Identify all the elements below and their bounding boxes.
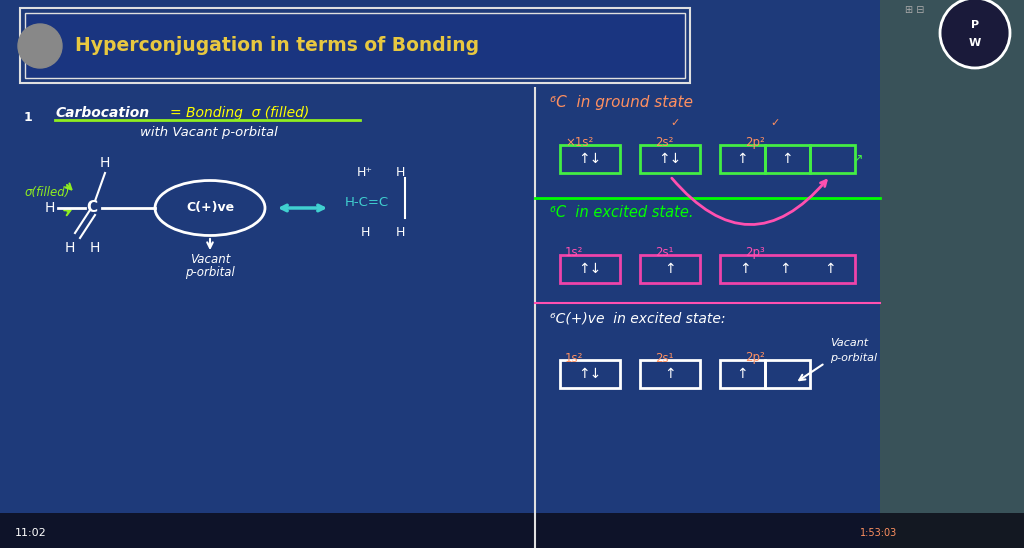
Text: ↑↓: ↑↓: [579, 367, 602, 381]
Text: with Vacant p-orbital: with Vacant p-orbital: [140, 127, 278, 140]
Text: ↑: ↑: [736, 367, 748, 381]
Bar: [640, 145, 700, 173]
Text: Carbocation: Carbocation: [55, 106, 150, 120]
Text: H: H: [45, 201, 55, 215]
Text: ✓: ✓: [770, 118, 779, 128]
Text: Hyperconjugation in terms of Bonding: Hyperconjugation in terms of Bonding: [75, 37, 479, 55]
Text: 2p²: 2p²: [745, 351, 765, 364]
Text: ×1s²: ×1s²: [565, 136, 593, 150]
Bar: [560, 255, 620, 283]
Text: 2s¹: 2s¹: [655, 351, 674, 364]
Bar: [560, 145, 620, 173]
Text: H: H: [90, 241, 100, 255]
Bar: [765, 145, 810, 173]
Bar: [720, 255, 855, 283]
Text: ⁶C  in excited state.: ⁶C in excited state.: [550, 206, 693, 220]
Text: H: H: [65, 241, 75, 255]
Text: 11:02: 11:02: [15, 528, 47, 538]
Text: ↑↓: ↑↓: [658, 152, 682, 166]
Circle shape: [18, 24, 62, 68]
Text: ↑: ↑: [665, 367, 676, 381]
Text: C(+)ve: C(+)ve: [186, 202, 234, 214]
Bar: [765, 360, 810, 388]
Text: H-C=C: H-C=C: [345, 197, 389, 209]
Text: ⊞ ⊟: ⊞ ⊟: [905, 5, 925, 15]
Text: 1s²: 1s²: [565, 247, 584, 260]
Text: H: H: [395, 226, 404, 239]
Text: ↑: ↑: [781, 152, 793, 166]
Text: ⁶C(+)ve  in excited state:: ⁶C(+)ve in excited state:: [550, 311, 725, 325]
Text: ↗: ↗: [853, 152, 863, 165]
Text: σ(filled): σ(filled): [25, 186, 71, 199]
Text: 2p²: 2p²: [745, 136, 765, 150]
Text: ✓: ✓: [670, 118, 679, 128]
Bar: [640, 255, 700, 283]
Text: 1:53:03: 1:53:03: [860, 528, 897, 538]
Bar: [640, 360, 700, 388]
Bar: [720, 145, 765, 173]
Text: 1: 1: [24, 111, 33, 124]
Text: 1s²: 1s²: [565, 351, 584, 364]
Bar: [720, 360, 765, 388]
FancyBboxPatch shape: [25, 13, 685, 78]
Text: H: H: [395, 167, 404, 180]
Text: ↑↓: ↑↓: [579, 152, 602, 166]
Text: P: P: [971, 20, 979, 30]
Circle shape: [942, 0, 1008, 66]
Text: C: C: [86, 201, 97, 215]
Bar: [0, 513, 1024, 548]
Text: ⁶C  in ground state: ⁶C in ground state: [550, 95, 693, 111]
Text: ↑↓: ↑↓: [579, 262, 602, 276]
Text: ↑: ↑: [736, 152, 748, 166]
Text: ↑: ↑: [739, 262, 751, 276]
Bar: [560, 360, 620, 388]
Text: 2p³: 2p³: [745, 247, 765, 260]
Text: H⁺: H⁺: [357, 167, 373, 180]
Text: = Bonding  σ (filled): = Bonding σ (filled): [170, 106, 309, 120]
Bar: [810, 145, 855, 173]
Text: 2s¹: 2s¹: [655, 247, 674, 260]
Text: 2s²: 2s²: [655, 136, 674, 150]
Text: ↑: ↑: [665, 262, 676, 276]
Text: p-orbital: p-orbital: [185, 266, 234, 279]
Text: ↑: ↑: [824, 262, 836, 276]
Bar: [880, 0, 1024, 548]
Text: W: W: [969, 38, 981, 48]
Text: ↑: ↑: [779, 262, 791, 276]
Text: Vacant: Vacant: [830, 338, 868, 348]
Text: Vacant: Vacant: [189, 253, 230, 266]
Text: p-orbital: p-orbital: [830, 353, 878, 363]
Text: H: H: [360, 226, 370, 239]
Text: H: H: [99, 156, 111, 170]
